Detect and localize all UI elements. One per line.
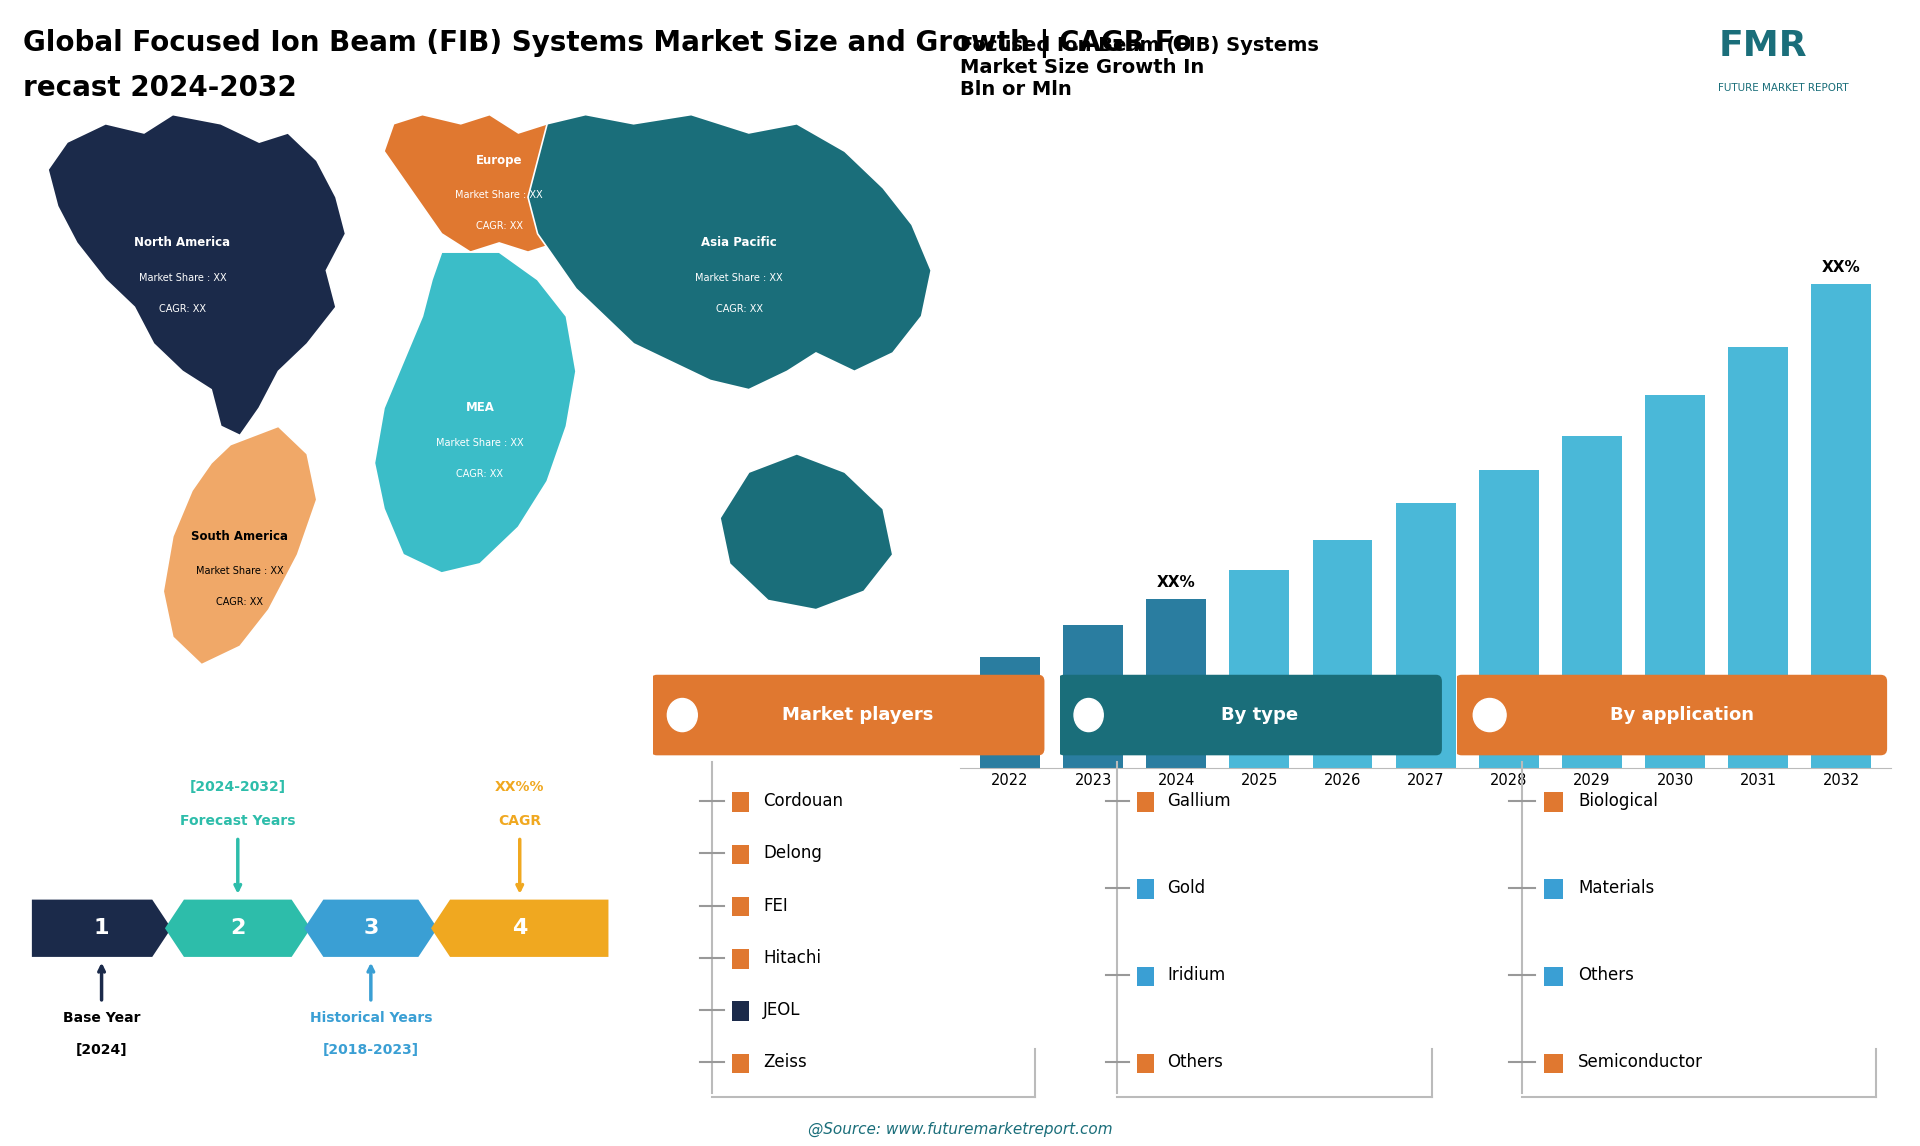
Text: MEA: MEA xyxy=(465,401,495,415)
Text: By type: By type xyxy=(1221,706,1298,724)
Text: Zeiss: Zeiss xyxy=(762,1053,806,1072)
Polygon shape xyxy=(165,900,311,957)
FancyBboxPatch shape xyxy=(1137,879,1154,898)
Text: Market Share : XX: Market Share : XX xyxy=(695,273,783,283)
Text: Historical Years: Historical Years xyxy=(309,1012,432,1026)
Text: Others: Others xyxy=(1578,966,1634,984)
Text: Market Share : XX: Market Share : XX xyxy=(455,190,543,201)
Text: Delong: Delong xyxy=(762,845,822,862)
Text: Global Focused Ion Beam (FIB) Systems Market Size and Growth | CAGR Fo: Global Focused Ion Beam (FIB) Systems Ma… xyxy=(23,29,1192,57)
Text: Biological: Biological xyxy=(1578,792,1659,810)
Polygon shape xyxy=(528,115,931,390)
Text: Market Share : XX: Market Share : XX xyxy=(138,273,227,283)
Text: Base Year: Base Year xyxy=(63,1012,140,1026)
FancyBboxPatch shape xyxy=(651,675,1044,755)
FancyBboxPatch shape xyxy=(732,897,749,917)
Text: 3: 3 xyxy=(363,918,378,939)
Text: Cordouan: Cordouan xyxy=(762,792,843,810)
Bar xyxy=(1229,570,1288,768)
Bar xyxy=(1645,395,1705,768)
FancyBboxPatch shape xyxy=(1544,1053,1563,1073)
Polygon shape xyxy=(720,454,893,610)
Text: @Source: www.futuremarketreport.com: @Source: www.futuremarketreport.com xyxy=(808,1122,1112,1137)
FancyBboxPatch shape xyxy=(1137,966,1154,986)
Polygon shape xyxy=(374,252,576,573)
Text: XX%: XX% xyxy=(1822,260,1860,275)
Polygon shape xyxy=(384,115,595,252)
Text: [2024]: [2024] xyxy=(75,1043,127,1057)
Bar xyxy=(1728,347,1788,768)
Text: CAGR: XX: CAGR: XX xyxy=(217,597,263,607)
FancyBboxPatch shape xyxy=(732,1053,749,1073)
Bar xyxy=(1478,470,1538,768)
Text: Materials: Materials xyxy=(1578,879,1655,897)
Polygon shape xyxy=(430,900,609,957)
Bar xyxy=(1064,626,1123,768)
Text: Iridium: Iridium xyxy=(1167,966,1225,984)
Text: CAGR: XX: CAGR: XX xyxy=(716,304,762,314)
Bar xyxy=(1811,284,1872,768)
Text: Market Share : XX: Market Share : XX xyxy=(436,438,524,448)
Bar xyxy=(1313,540,1373,768)
Text: Asia Pacific: Asia Pacific xyxy=(701,236,778,250)
Text: FUTURE MARKET REPORT: FUTURE MARKET REPORT xyxy=(1718,83,1849,93)
FancyBboxPatch shape xyxy=(732,792,749,811)
FancyBboxPatch shape xyxy=(732,845,749,864)
Polygon shape xyxy=(163,426,317,665)
Text: Hitachi: Hitachi xyxy=(762,949,822,967)
Text: [2024-2032]: [2024-2032] xyxy=(190,779,286,793)
FancyBboxPatch shape xyxy=(1544,966,1563,986)
Circle shape xyxy=(1473,699,1505,731)
Text: Focused Ion Beam (FIB) Systems
Market Size Growth In
Bln or Mln: Focused Ion Beam (FIB) Systems Market Si… xyxy=(960,37,1319,100)
FancyBboxPatch shape xyxy=(732,949,749,968)
Text: South America: South America xyxy=(192,529,288,543)
FancyBboxPatch shape xyxy=(732,1002,749,1021)
Circle shape xyxy=(1073,699,1104,731)
Text: JEOL: JEOL xyxy=(762,1002,801,1019)
Text: FEI: FEI xyxy=(762,896,787,915)
Text: Gold: Gold xyxy=(1167,879,1206,897)
Text: CAGR: XX: CAGR: XX xyxy=(159,304,205,314)
Text: North America: North America xyxy=(134,236,230,250)
Text: Gallium: Gallium xyxy=(1167,792,1231,810)
Bar xyxy=(979,657,1041,768)
Text: 1: 1 xyxy=(94,918,109,939)
Text: Forecast Years: Forecast Years xyxy=(180,814,296,827)
FancyBboxPatch shape xyxy=(1455,675,1887,755)
Text: Others: Others xyxy=(1167,1053,1223,1072)
Circle shape xyxy=(668,699,697,731)
FancyBboxPatch shape xyxy=(1137,1053,1154,1073)
Text: 2: 2 xyxy=(230,918,246,939)
Polygon shape xyxy=(33,900,171,957)
Text: 4: 4 xyxy=(513,918,528,939)
Bar xyxy=(1146,598,1206,768)
Text: XX%%: XX%% xyxy=(495,779,545,793)
Text: CAGR: XX: CAGR: XX xyxy=(457,469,503,479)
Text: CAGR: XX: CAGR: XX xyxy=(476,221,522,231)
Text: Europe: Europe xyxy=(476,154,522,167)
Bar xyxy=(1396,503,1455,768)
Text: Market Share : XX: Market Share : XX xyxy=(196,566,284,576)
Polygon shape xyxy=(303,900,438,957)
Polygon shape xyxy=(48,115,346,435)
Text: Semiconductor: Semiconductor xyxy=(1578,1053,1703,1072)
FancyBboxPatch shape xyxy=(1544,792,1563,811)
Text: FMR: FMR xyxy=(1718,29,1807,63)
Text: CAGR: CAGR xyxy=(497,814,541,827)
FancyBboxPatch shape xyxy=(1137,792,1154,811)
Text: Market players: Market players xyxy=(781,706,933,724)
FancyBboxPatch shape xyxy=(1544,879,1563,898)
Text: recast 2024-2032: recast 2024-2032 xyxy=(23,74,298,102)
FancyBboxPatch shape xyxy=(1058,675,1442,755)
Text: [2018-2023]: [2018-2023] xyxy=(323,1043,419,1057)
Bar xyxy=(1563,437,1622,768)
Text: By application: By application xyxy=(1609,706,1755,724)
Text: XX%: XX% xyxy=(1156,575,1196,590)
